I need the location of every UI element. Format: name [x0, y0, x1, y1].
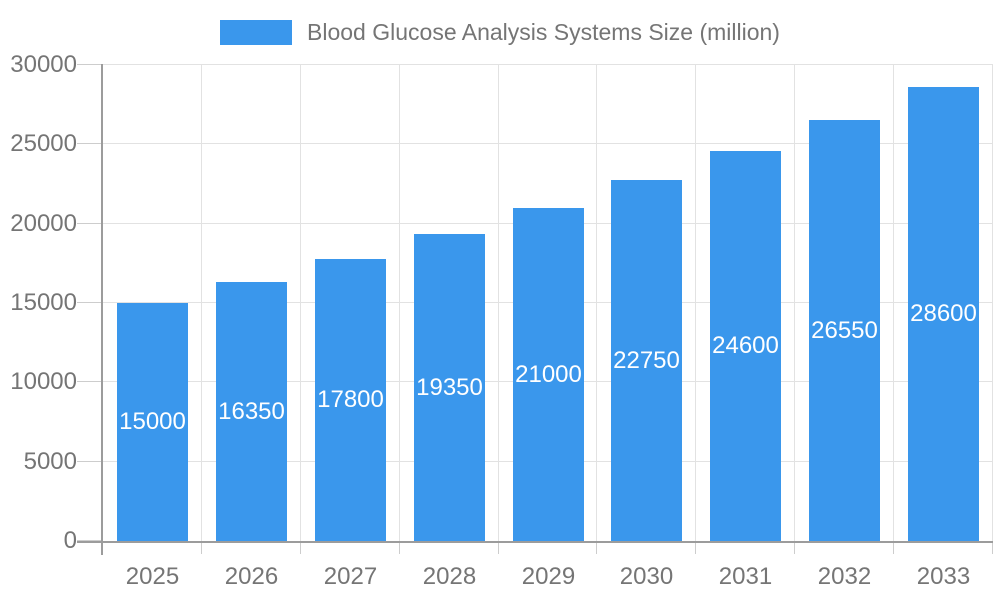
x-axis-label: 2026: [224, 563, 279, 590]
y-axis-tick: [77, 143, 103, 144]
bar-value-label: 26550: [811, 316, 878, 344]
x-axis-tick: [893, 541, 894, 554]
gridline-vertical: [300, 65, 301, 541]
gridline-vertical: [498, 65, 499, 541]
x-axis-tick: [992, 541, 993, 554]
bar[interactable]: 26550: [809, 120, 880, 541]
x-axis-label: 2030: [619, 563, 674, 590]
bar[interactable]: 15000: [117, 303, 188, 541]
gridline-vertical: [893, 65, 894, 541]
gridline-horizontal: [103, 143, 993, 144]
y-axis-label: 0: [63, 527, 77, 554]
y-axis-tick: [77, 64, 103, 65]
x-axis-label: 2033: [916, 563, 971, 590]
y-axis-label: 30000: [10, 51, 77, 78]
x-axis-label: 2031: [718, 563, 773, 590]
x-axis-label: 2027: [323, 563, 378, 590]
y-axis-label: 10000: [10, 368, 77, 395]
legend-label: Blood Glucose Analysis Systems Size (mil…: [307, 19, 780, 45]
x-axis-line: [77, 541, 993, 543]
bar[interactable]: 19350: [414, 234, 485, 541]
legend[interactable]: Blood Glucose Analysis Systems Size (mil…: [0, 19, 1000, 46]
gridline-vertical: [596, 65, 597, 541]
y-axis-label: 25000: [10, 130, 77, 157]
y-axis-tick: [77, 381, 103, 382]
legend-swatch: [220, 20, 293, 45]
bar[interactable]: 28600: [908, 87, 979, 541]
bar-value-label: 22750: [613, 346, 680, 374]
bar-value-label: 24600: [712, 332, 779, 359]
gridline-vertical: [201, 65, 202, 541]
bar-value-label: 28600: [910, 300, 977, 327]
bar[interactable]: 24600: [710, 151, 781, 541]
x-axis-label: 2032: [817, 563, 872, 590]
x-axis-label: 2028: [422, 563, 477, 590]
y-axis-label: 15000: [10, 289, 77, 316]
x-axis-tick: [399, 541, 400, 554]
bar-value-label: 16350: [218, 397, 285, 425]
x-axis-tick: [201, 541, 202, 554]
x-axis-tick: [596, 541, 597, 554]
x-axis-tick: [695, 541, 696, 554]
gridline-vertical: [992, 65, 993, 541]
y-axis-label: 5000: [23, 448, 77, 475]
x-axis-tick: [300, 541, 301, 554]
bar-value-label: 19350: [416, 373, 483, 401]
bar-value-label: 21000: [515, 360, 582, 388]
bar[interactable]: 22750: [611, 180, 682, 541]
y-axis-tick: [77, 540, 103, 541]
y-axis-tick: [77, 461, 103, 462]
gridline-vertical: [399, 65, 400, 541]
y-axis-tick: [77, 302, 103, 303]
bar-value-label: 17800: [317, 386, 384, 413]
bar-value-label: 15000: [119, 408, 186, 435]
x-axis-label: 2029: [521, 563, 576, 590]
x-axis-label: 2025: [125, 563, 180, 590]
bar[interactable]: 21000: [513, 208, 584, 541]
y-axis-line: [101, 64, 103, 555]
x-axis-tick: [498, 541, 499, 554]
gridline-horizontal: [103, 64, 993, 65]
gridline-vertical: [794, 65, 795, 541]
bar[interactable]: 16350: [216, 282, 287, 541]
x-axis-tick: [794, 541, 795, 554]
bar[interactable]: 17800: [315, 259, 386, 541]
y-axis-tick: [77, 223, 103, 224]
y-axis-label: 20000: [10, 210, 77, 237]
gridline-vertical: [695, 65, 696, 541]
